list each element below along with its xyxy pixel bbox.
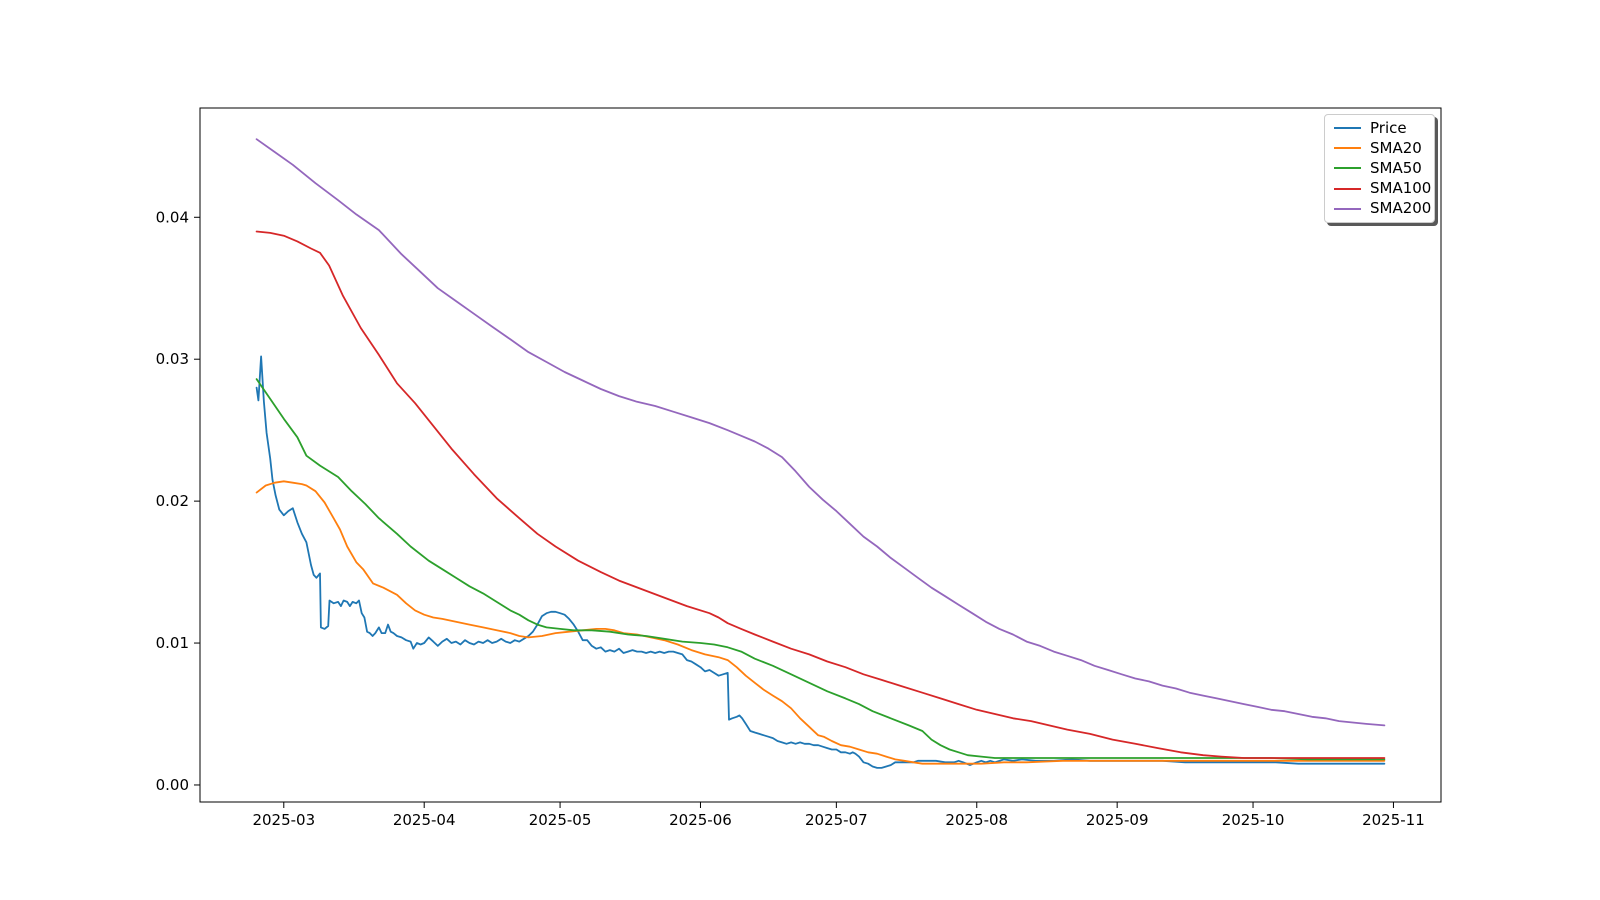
series-line-sma200: [255, 138, 1386, 727]
y-tick-label-0.02: 0.02: [156, 492, 189, 510]
series-line-sma20: [255, 480, 1386, 765]
legend-item-sma200: SMA200: [1334, 201, 1434, 216]
x-tick-label-2025-06: 2025-06: [669, 811, 732, 829]
legend-label-price: Price: [1370, 118, 1407, 137]
legend-item-sma20: SMA20: [1334, 138, 1434, 157]
x-tick-label-2025-05: 2025-05: [529, 811, 592, 829]
x-tick-label-2025-09: 2025-09: [1086, 811, 1149, 829]
x-tick-label-2025-10: 2025-10: [1222, 811, 1285, 829]
legend-label-sma20: SMA20: [1370, 138, 1422, 157]
price-line-swatch: [1334, 127, 1361, 130]
legend-label-sma50: SMA50: [1370, 158, 1422, 177]
legend-label-sma100: SMA100: [1370, 179, 1432, 198]
y-tick-label-0.03: 0.03: [156, 350, 189, 368]
legend-item-sma50: SMA50: [1334, 158, 1434, 177]
x-tick-label-2025-03: 2025-03: [252, 811, 315, 829]
x-tick-label-2025-04: 2025-04: [393, 811, 456, 829]
legend-item-price: Price: [1334, 118, 1434, 137]
y-tick-label-0.01: 0.01: [156, 634, 189, 652]
sma200-line-swatch: [1334, 207, 1361, 210]
series-line-price: [255, 355, 1386, 769]
y-tick-label-0.04: 0.04: [156, 208, 189, 226]
legend-label-sma200: SMA200: [1370, 199, 1432, 218]
legend-item-sma100: SMA100: [1334, 181, 1434, 196]
axes-spines: [199, 107, 1442, 803]
x-tick-label-2025-08: 2025-08: [945, 811, 1008, 829]
sma20-line-swatch: [1334, 147, 1361, 150]
sma50-line-swatch: [1334, 167, 1361, 170]
legend: Price SMA20 SMA50 SMA100 SMA200: [1324, 114, 1435, 223]
series-line-sma50: [255, 378, 1386, 761]
y-tick-label-0.00: 0.00: [156, 776, 189, 794]
sma100-line-swatch: [1334, 187, 1361, 190]
series-line-sma100: [255, 230, 1386, 759]
x-tick-label-2025-07: 2025-07: [805, 811, 868, 829]
x-tick-label-2025-11: 2025-11: [1362, 811, 1425, 829]
